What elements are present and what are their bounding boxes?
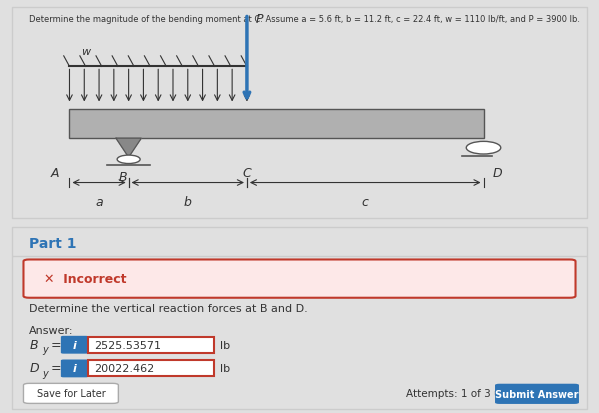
Text: 20022.462: 20022.462 <box>93 363 154 373</box>
Text: 2525.53571: 2525.53571 <box>93 340 161 350</box>
Text: y: y <box>42 344 48 354</box>
Polygon shape <box>116 139 141 158</box>
Text: C: C <box>243 166 252 179</box>
Circle shape <box>117 156 140 164</box>
Text: w: w <box>81 47 90 57</box>
FancyBboxPatch shape <box>23 260 576 298</box>
Text: a: a <box>95 196 103 209</box>
Text: Determine the magnitude of the bending moment at C. Assume a = 5.6 ft, b = 11.2 : Determine the magnitude of the bending m… <box>29 14 580 24</box>
Text: ✕  Incorrect: ✕ Incorrect <box>44 273 126 285</box>
Text: b: b <box>184 196 192 209</box>
Text: lb: lb <box>220 363 230 373</box>
Text: lb: lb <box>220 340 230 350</box>
FancyBboxPatch shape <box>88 361 214 377</box>
Text: D: D <box>493 166 503 179</box>
Text: P: P <box>256 12 263 26</box>
Bar <box>69 109 483 139</box>
Circle shape <box>466 142 501 154</box>
Text: Submit Answer: Submit Answer <box>495 389 579 399</box>
Text: Part 1: Part 1 <box>29 236 77 250</box>
Text: i: i <box>72 340 77 350</box>
Text: A: A <box>51 166 59 179</box>
Text: c: c <box>362 196 368 209</box>
Text: B: B <box>29 338 38 351</box>
Text: =: = <box>50 361 61 375</box>
FancyBboxPatch shape <box>61 336 89 354</box>
Text: =: = <box>50 338 61 351</box>
Text: y: y <box>42 368 48 378</box>
FancyBboxPatch shape <box>495 384 579 404</box>
Text: Determine the vertical reaction forces at B and D.: Determine the vertical reaction forces a… <box>29 304 308 313</box>
Text: B: B <box>119 171 127 183</box>
FancyBboxPatch shape <box>23 383 119 404</box>
Text: i: i <box>72 363 77 373</box>
FancyBboxPatch shape <box>88 337 214 353</box>
Text: Save for Later: Save for Later <box>37 389 105 399</box>
Text: Answer:: Answer: <box>29 325 74 335</box>
Text: Attempts: 1 of 3 used: Attempts: 1 of 3 used <box>406 389 519 399</box>
FancyBboxPatch shape <box>61 360 89 377</box>
Text: D: D <box>29 361 39 375</box>
